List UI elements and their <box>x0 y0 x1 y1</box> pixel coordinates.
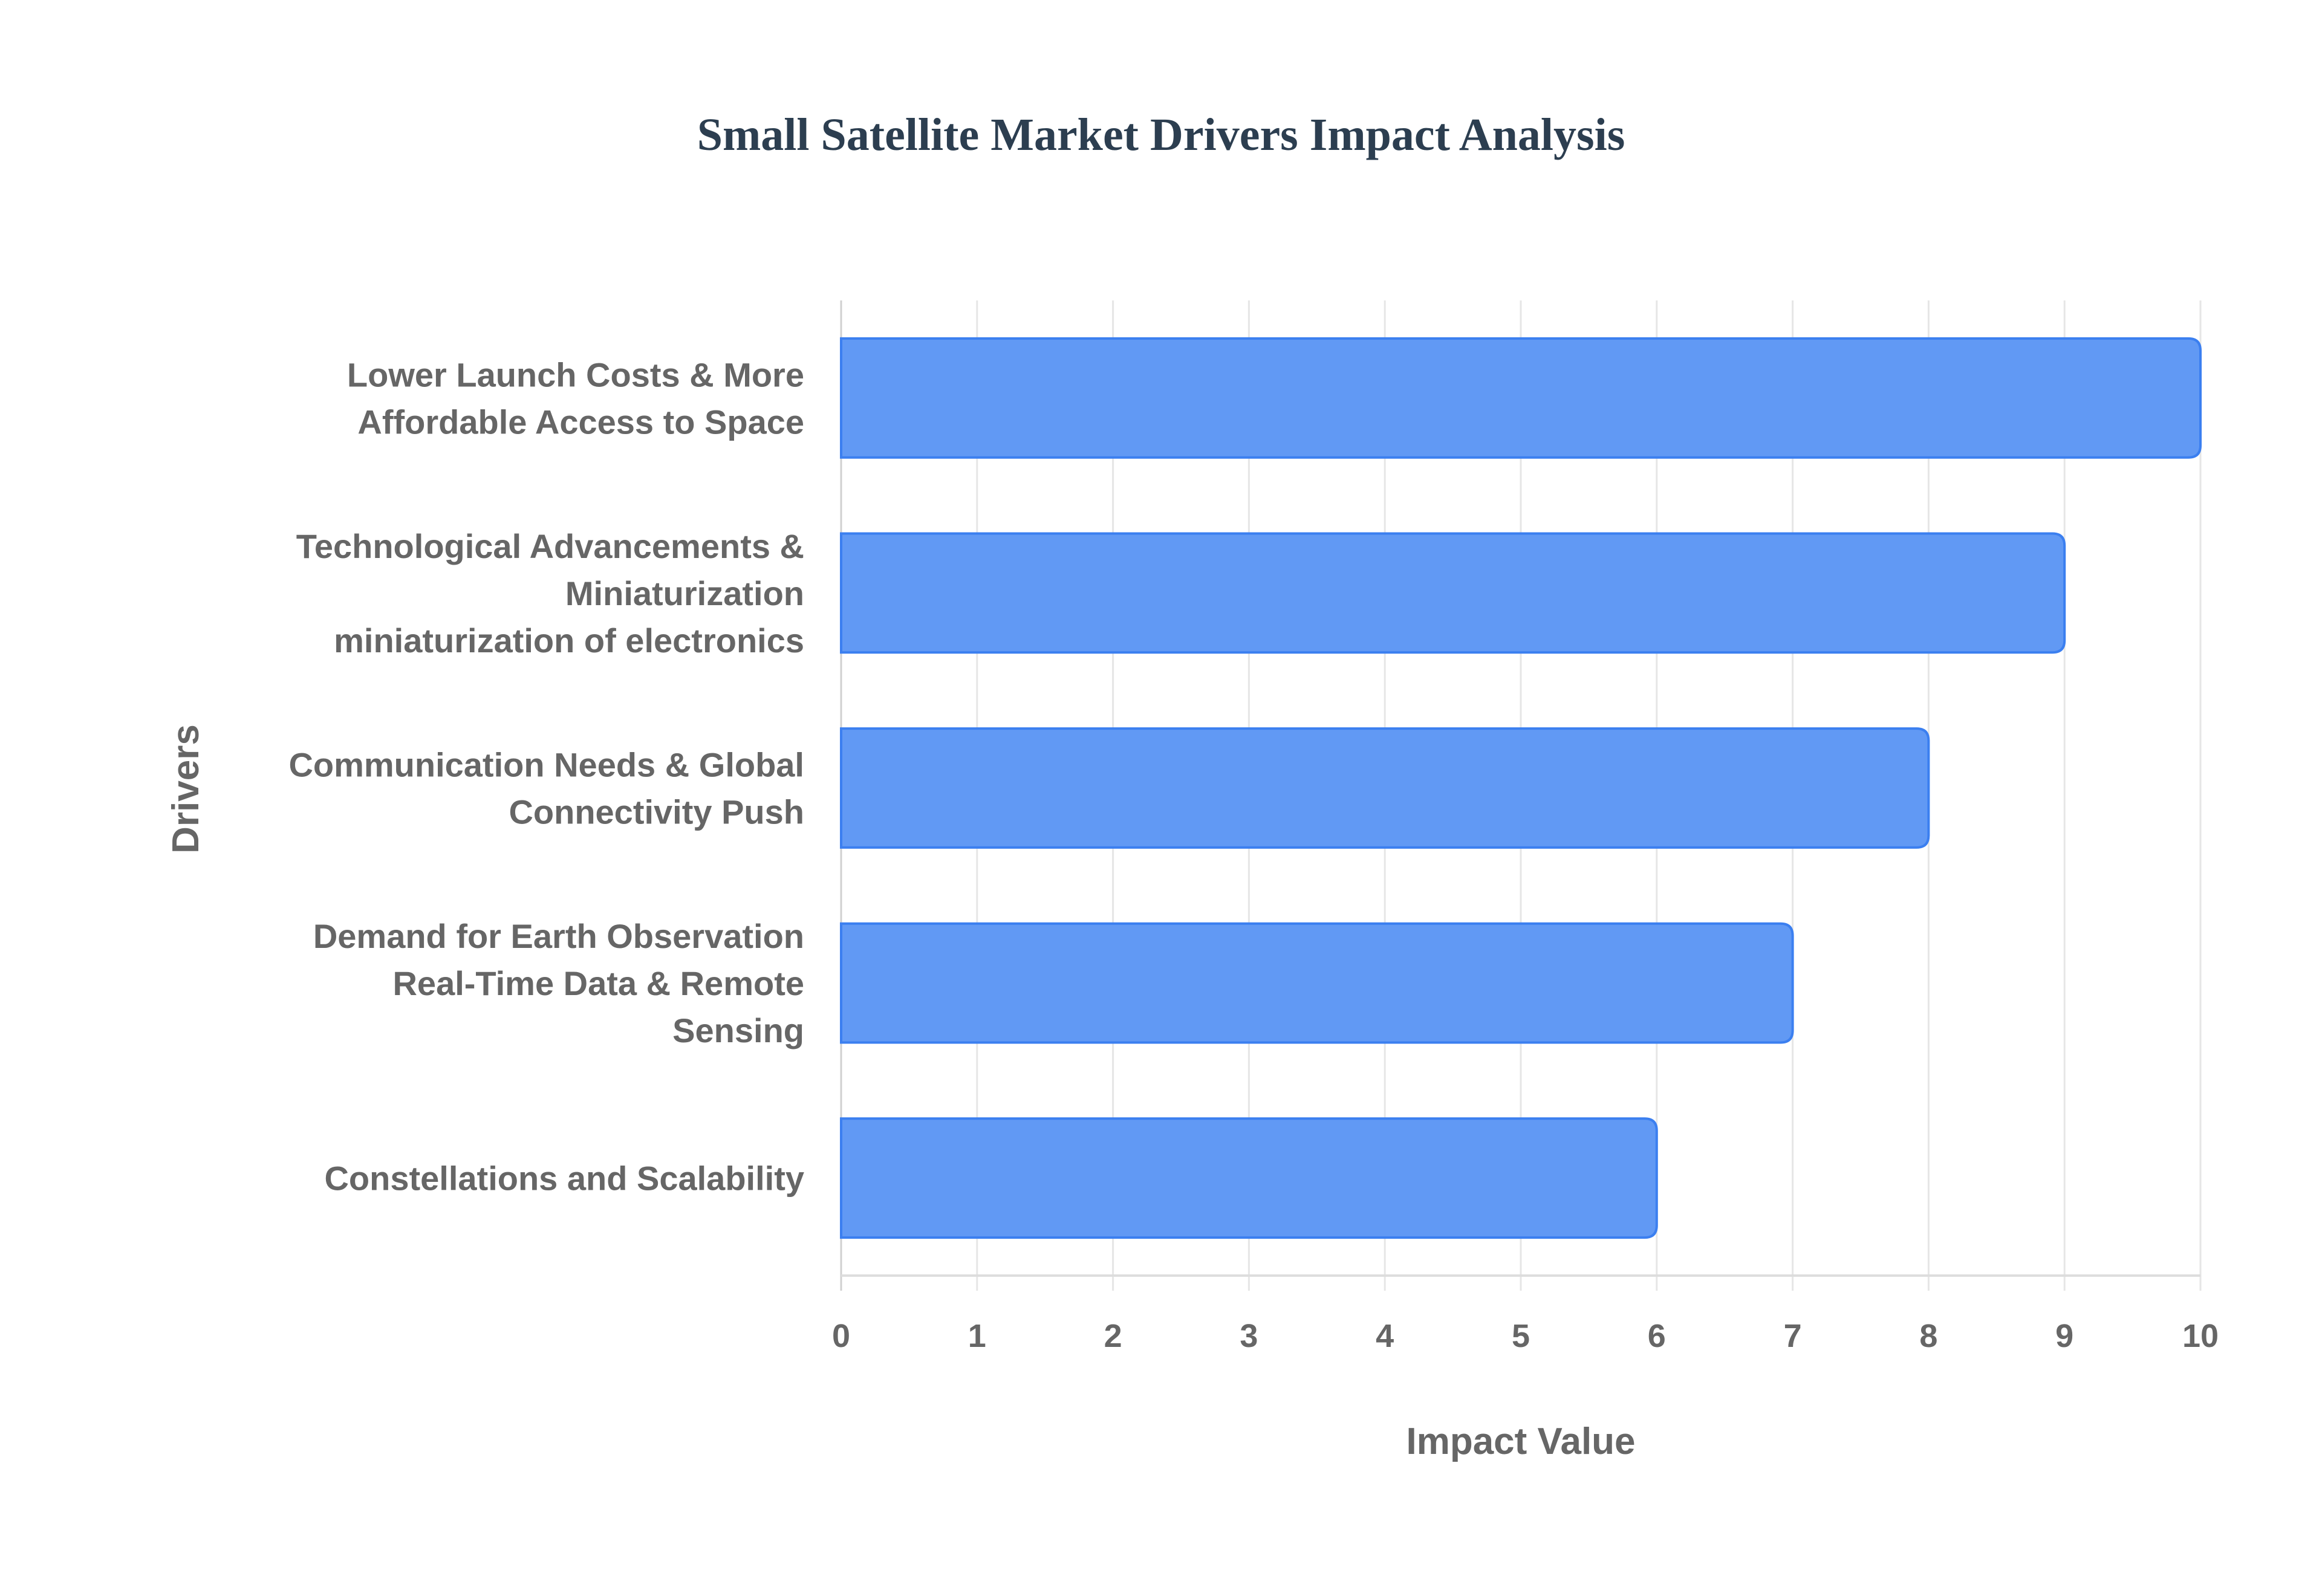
bars <box>840 337 2202 1239</box>
x-tick-label: 0 <box>832 1318 850 1354</box>
category-label: miniaturization of electronics <box>334 621 804 660</box>
category-labels: Lower Launch Costs & More Affordable Acce… <box>288 355 804 1197</box>
x-tick-label: 1 <box>968 1318 986 1354</box>
category-label: Sensing <box>672 1011 804 1049</box>
x-axis-label: Impact Value <box>1406 1421 1635 1462</box>
x-tick-label: 8 <box>1919 1318 1937 1354</box>
category-label: Affordable Access to Space <box>357 403 804 441</box>
x-tick-label: 3 <box>1240 1318 1258 1354</box>
bar[interactable] <box>840 532 2066 654</box>
category-label: Miniaturization <box>565 574 804 612</box>
x-tick-label: 7 <box>1784 1318 1802 1354</box>
chart-title: Small Satellite Market Drivers Impact An… <box>697 109 1625 160</box>
category-label: Real-Time Data & Remote <box>392 964 804 1002</box>
bar[interactable] <box>840 337 2202 459</box>
x-tick-label: 9 <box>2055 1318 2073 1354</box>
x-tick-label: 6 <box>1648 1318 1666 1354</box>
category-label: Communication Needs & Global <box>288 746 804 784</box>
bar[interactable] <box>840 1117 1658 1239</box>
x-tick-label: 5 <box>1512 1318 1530 1354</box>
category-label: Constellations and Scalability <box>324 1160 804 1198</box>
x-tick-label: 2 <box>1104 1318 1122 1354</box>
x-tick-label: 10 <box>2182 1318 2219 1354</box>
bar[interactable] <box>840 922 1794 1044</box>
category-label: Connectivity Push <box>509 793 804 831</box>
x-tick-label: 4 <box>1376 1318 1394 1354</box>
category-label: Technological Advancements & <box>296 527 804 565</box>
category-label: Demand for Earth Observation <box>313 917 804 955</box>
category-label: Lower Launch Costs & More <box>347 355 804 394</box>
x-tick-labels: 0 1 2 3 4 5 6 7 8 9 10 <box>832 1318 2219 1354</box>
bar[interactable] <box>840 727 1930 849</box>
y-axis-label: Drivers <box>165 724 207 854</box>
